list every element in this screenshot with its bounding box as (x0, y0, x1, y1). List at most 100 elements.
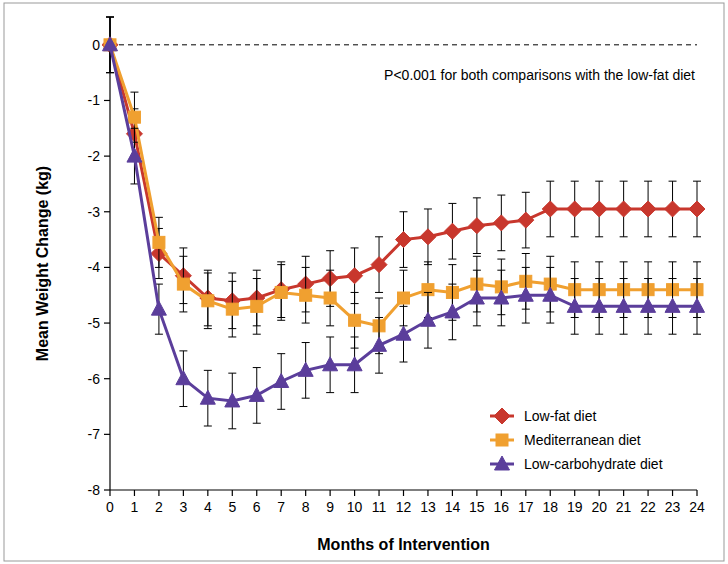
x-tick-label: 0 (106, 499, 114, 515)
error-cap (302, 398, 310, 399)
error-cap (228, 281, 236, 282)
marker (324, 292, 336, 304)
error-cap (448, 339, 456, 340)
marker (518, 287, 533, 301)
x-tick (330, 490, 331, 496)
legend-label: Mediterranean diet (524, 432, 641, 448)
x-axis-label: Months of Intervention (317, 536, 489, 553)
error-cap (302, 342, 310, 343)
marker (202, 295, 214, 307)
error-cap (302, 323, 310, 324)
error-cap (326, 336, 334, 337)
error-cap (228, 373, 236, 374)
error-cap (277, 261, 285, 262)
marker (127, 148, 142, 162)
x-tick-label: 20 (591, 499, 607, 515)
x-tick (183, 490, 184, 496)
marker (323, 357, 338, 371)
legend-marker (495, 456, 510, 470)
marker (493, 215, 509, 231)
series-line (110, 45, 697, 326)
marker (153, 236, 165, 248)
marker (128, 111, 140, 123)
x-tick-label: 2 (155, 499, 163, 515)
error-cap (546, 267, 554, 268)
marker (567, 201, 583, 217)
x-tick-label: 6 (253, 499, 261, 515)
series (103, 17, 705, 429)
marker (641, 298, 656, 312)
x-tick (232, 490, 233, 496)
error-cap (448, 259, 456, 260)
x-tick-label: 16 (494, 499, 510, 515)
y-tick-label: -6 (88, 371, 101, 387)
error-cap (669, 181, 677, 182)
x-tick (696, 490, 697, 496)
x-tick (647, 490, 648, 496)
marker (347, 268, 363, 284)
error-cap (400, 211, 408, 212)
y-tick-label: -1 (88, 92, 101, 108)
marker (689, 201, 705, 217)
error-cap (595, 278, 603, 279)
legend-marker (496, 434, 508, 446)
marker (665, 298, 680, 312)
y-axis (109, 17, 110, 490)
error-cap (497, 195, 505, 196)
error-cap (400, 270, 408, 271)
error-cap (497, 325, 505, 326)
error-cap (448, 284, 456, 285)
error-cap (473, 253, 481, 254)
annotation: P<0.001 for both comparisons with the lo… (384, 67, 695, 83)
error-cap (204, 426, 212, 427)
error-cap (277, 409, 285, 410)
error-cap (277, 320, 285, 321)
error-cap (693, 334, 701, 335)
error-cap (204, 370, 212, 371)
error-cap (130, 92, 138, 93)
x-tick-label: 23 (665, 499, 681, 515)
y-tick-label: 0 (92, 37, 100, 53)
error-cap (546, 256, 554, 257)
error-cap (130, 128, 138, 129)
reference-line (110, 44, 697, 45)
error-cap (448, 203, 456, 204)
x-tick-label: 5 (228, 499, 236, 515)
y-axis-label: Mean Weight Change (kg) (34, 166, 51, 361)
y-tick (104, 100, 110, 101)
plot-area (102, 17, 705, 429)
marker (200, 390, 215, 404)
y-tick (104, 156, 110, 157)
error-cap (424, 348, 432, 349)
error-cap (351, 292, 359, 293)
error-cap (620, 278, 628, 279)
y-tick (104, 489, 110, 490)
legend-label: Low-fat diet (524, 408, 596, 424)
marker (542, 201, 558, 217)
error-cap (351, 392, 359, 393)
marker (177, 278, 189, 290)
y-tick (104, 211, 110, 212)
error-cap (473, 256, 481, 257)
x-tick-label: 15 (469, 499, 485, 515)
error-cap (448, 264, 456, 265)
x-tick (623, 490, 624, 496)
x-tick-label: 21 (616, 499, 632, 515)
error-cap (375, 317, 383, 318)
error-cap (522, 253, 530, 254)
marker (274, 373, 289, 387)
marker (251, 300, 263, 312)
x-tick-label: 3 (179, 499, 187, 515)
error-cap (424, 292, 432, 293)
x-tick-label: 19 (567, 499, 583, 515)
x-tick (672, 490, 673, 496)
series-line (110, 45, 697, 301)
x-tick-label: 24 (689, 499, 705, 515)
error-cap (228, 428, 236, 429)
error-cap (473, 197, 481, 198)
marker (665, 201, 681, 217)
x-tick (158, 490, 159, 496)
x-tick (305, 490, 306, 496)
error-cap (179, 311, 187, 312)
error-cap (155, 217, 163, 218)
